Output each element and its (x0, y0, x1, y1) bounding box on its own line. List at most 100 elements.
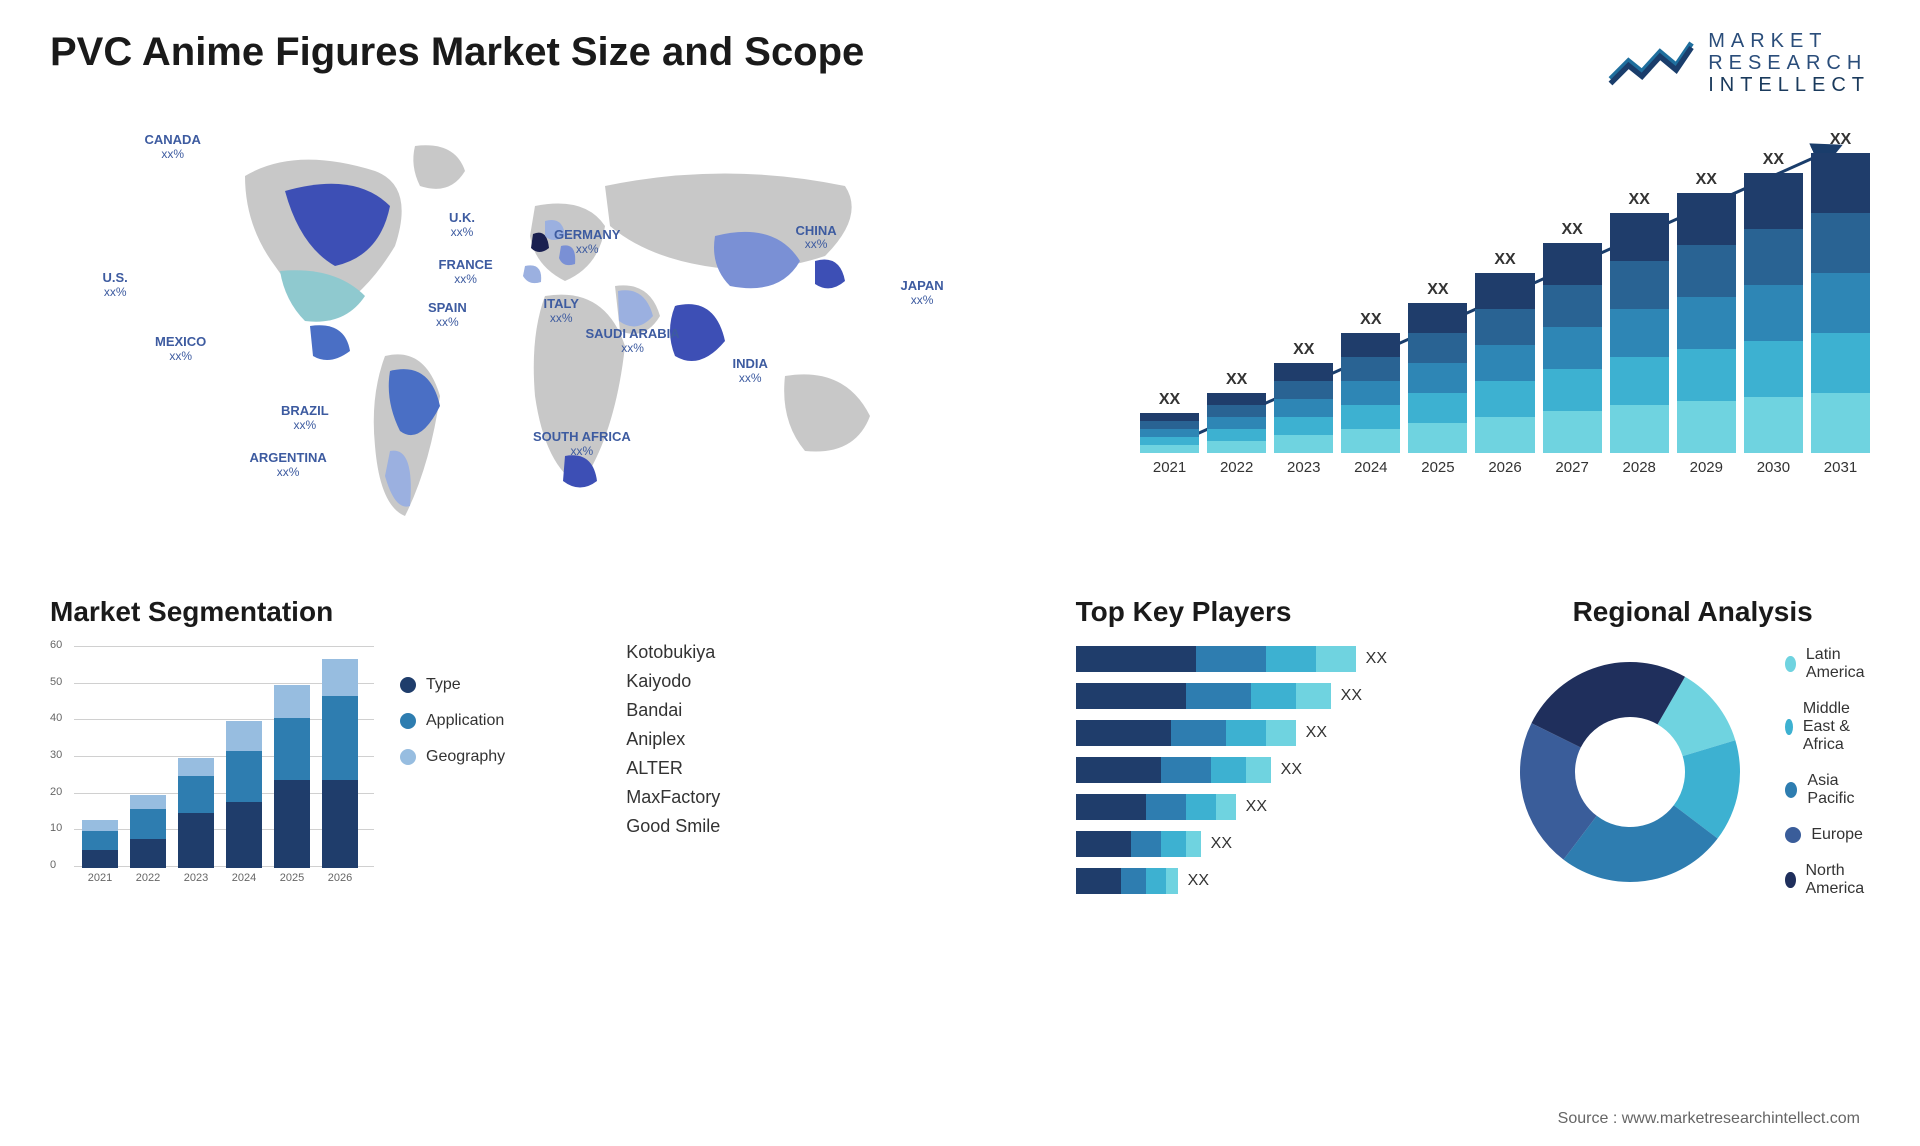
seg-bar-segment (274, 718, 310, 780)
key-player-bar (1076, 868, 1178, 894)
seg-bar-year: 2026 (328, 872, 352, 884)
key-player-segment (1216, 794, 1236, 820)
growth-bar-year: 2031 (1824, 459, 1857, 476)
legend-label: Latin America (1806, 646, 1870, 682)
map-label-spain: SPAINxx% (428, 301, 467, 330)
growth-bar-segment (1475, 273, 1534, 309)
growth-bar-segment (1207, 441, 1266, 453)
key-player-value: XX (1211, 835, 1232, 853)
company-name: Good Smile (626, 816, 1045, 837)
growth-bar-value: XX (1696, 171, 1717, 189)
growth-bar-segment (1140, 445, 1199, 453)
map-label-canada: CANADAxx% (145, 133, 201, 162)
key-player-row: XX (1076, 646, 1486, 672)
regional-panel: Regional Analysis Latin AmericaMiddle Ea… (1515, 596, 1870, 906)
key-player-row: XX (1076, 868, 1486, 894)
seg-y-tick: 40 (50, 712, 62, 724)
legend-dot-icon (1785, 719, 1793, 735)
key-player-segment (1171, 720, 1226, 746)
growth-bar-segment (1140, 429, 1199, 437)
key-player-segment (1121, 868, 1146, 894)
growth-bar-year: 2021 (1153, 459, 1186, 476)
growth-bar-segment (1543, 411, 1602, 453)
key-player-segment (1076, 794, 1146, 820)
key-player-bar (1076, 720, 1296, 746)
seg-legend-item: Geography (400, 748, 505, 766)
seg-bar-segment (178, 776, 214, 813)
key-player-segment (1186, 831, 1201, 857)
growth-bar-segment (1274, 435, 1333, 453)
growth-bar-value: XX (1830, 131, 1851, 149)
key-player-segment (1146, 794, 1186, 820)
growth-bar-segment (1677, 349, 1736, 401)
map-label-argentina: ARGENTINAxx% (250, 451, 327, 480)
legend-label: Type (426, 676, 461, 694)
regional-legend-item: Latin America (1785, 646, 1870, 682)
seg-bar-segment (178, 758, 214, 776)
growth-bar-segment (1341, 357, 1400, 381)
seg-bar-segment (82, 850, 118, 868)
growth-bar-segment (1677, 193, 1736, 245)
key-player-segment (1076, 757, 1161, 783)
key-players-title: Top Key Players (1076, 596, 1486, 628)
growth-bar-segment (1207, 393, 1266, 405)
growth-bar-2024: XX2024 (1341, 311, 1400, 476)
regional-donut (1515, 657, 1745, 887)
seg-bar-year: 2023 (184, 872, 208, 884)
legend-dot-icon (1785, 782, 1797, 798)
growth-bar-segment (1543, 285, 1602, 327)
legend-dot-icon (400, 749, 416, 765)
map-label-u-s-: U.S.xx% (103, 271, 128, 300)
growth-bar-2026: XX2026 (1475, 251, 1534, 476)
seg-bar-2025: 2025 (274, 685, 310, 884)
key-player-segment (1316, 646, 1356, 672)
seg-y-tick: 30 (50, 749, 62, 761)
growth-bar-segment (1610, 261, 1669, 309)
growth-bar-segment (1408, 423, 1467, 453)
growth-bar-segment (1475, 381, 1534, 417)
map-label-italy: ITALYxx% (544, 297, 579, 326)
key-player-segment (1166, 868, 1178, 894)
key-player-segment (1161, 757, 1211, 783)
company-name: Kaiyodo (626, 671, 1045, 692)
growth-bar-year: 2030 (1757, 459, 1790, 476)
growth-bar-segment (1475, 309, 1534, 345)
growth-bar-segment (1408, 393, 1467, 423)
growth-bar-segment (1811, 213, 1870, 273)
map-label-china: CHINAxx% (796, 224, 837, 253)
key-player-segment (1076, 720, 1171, 746)
seg-bar-segment (322, 780, 358, 868)
growth-bar-segment (1744, 173, 1803, 229)
growth-bar-segment (1543, 243, 1602, 285)
seg-bar-segment (322, 696, 358, 780)
seg-bar-segment (226, 721, 262, 750)
growth-bar-year: 2025 (1421, 459, 1454, 476)
map-label-india: INDIAxx% (733, 357, 768, 386)
map-label-germany: GERMANYxx% (554, 228, 620, 257)
growth-bar-segment (1408, 333, 1467, 363)
key-player-segment (1146, 868, 1166, 894)
seg-bar-segment (322, 659, 358, 696)
growth-bar-segment (1274, 363, 1333, 381)
key-player-value: XX (1281, 761, 1302, 779)
key-player-segment (1196, 646, 1266, 672)
key-player-bar (1076, 646, 1356, 672)
seg-bar-2023: 2023 (178, 758, 214, 884)
brand-logo: MARKET RESEARCH INTELLECT (1606, 30, 1870, 96)
seg-legend-item: Type (400, 676, 505, 694)
growth-bar-2022: XX2022 (1207, 371, 1266, 476)
growth-bar-value: XX (1494, 251, 1515, 269)
legend-label: North America (1806, 862, 1871, 898)
seg-bar-2021: 2021 (82, 820, 118, 884)
regional-legend: Latin AmericaMiddle East & AfricaAsia Pa… (1785, 646, 1870, 898)
growth-bar-segment (1274, 417, 1333, 435)
growth-bar-segment (1274, 399, 1333, 417)
key-player-segment (1296, 683, 1331, 709)
growth-bar-2028: XX2028 (1610, 191, 1669, 476)
key-player-segment (1161, 831, 1186, 857)
key-player-row: XX (1076, 831, 1486, 857)
company-name: Bandai (626, 700, 1045, 721)
growth-bar-year: 2029 (1690, 459, 1723, 476)
growth-bar-segment (1610, 309, 1669, 357)
growth-bar-value: XX (1226, 371, 1247, 389)
